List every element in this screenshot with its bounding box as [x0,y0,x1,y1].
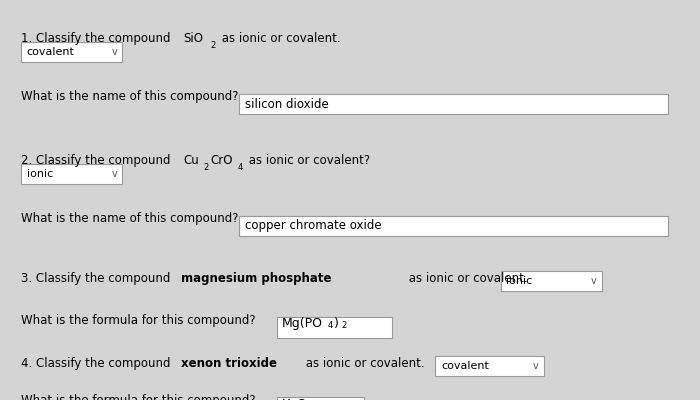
Text: Mg(PO: Mg(PO [281,317,323,330]
FancyBboxPatch shape [21,42,122,62]
FancyBboxPatch shape [500,271,602,291]
Text: SiO: SiO [183,32,204,45]
Text: What is the formula for this compound?: What is the formula for this compound? [21,314,255,327]
Text: 2: 2 [210,41,216,50]
Text: ): ) [334,317,339,330]
FancyBboxPatch shape [21,164,122,184]
Text: silicon dioxide: silicon dioxide [245,98,329,110]
Text: as ionic or covalent.: as ionic or covalent. [218,32,341,45]
Text: xenon trioxide: xenon trioxide [181,357,276,370]
Text: covalent: covalent [27,47,74,57]
Text: 2: 2 [342,321,346,330]
Text: What is the formula for this compound?: What is the formula for this compound? [21,394,255,400]
Text: 4: 4 [328,321,333,330]
Text: 3. Classify the compound: 3. Classify the compound [21,272,174,285]
Text: v: v [591,276,596,286]
Text: What is the name of this compound?: What is the name of this compound? [21,212,239,225]
Text: magnesium phosphate: magnesium phosphate [181,272,331,285]
FancyBboxPatch shape [276,397,364,400]
Text: 4. Classify the compound: 4. Classify the compound [21,357,174,370]
Text: 2: 2 [204,163,209,172]
Text: 1. Classify the compound: 1. Classify the compound [21,32,174,45]
Text: What is the name of this compound?: What is the name of this compound? [21,90,239,103]
Text: as ionic or covalent.: as ionic or covalent. [405,272,527,285]
FancyBboxPatch shape [239,94,668,114]
Text: Cu: Cu [183,154,199,167]
Text: covalent: covalent [441,361,489,371]
Text: ionic: ionic [506,276,532,286]
Text: CrO: CrO [210,154,232,167]
Text: v: v [111,47,117,57]
Text: v: v [111,169,117,179]
Text: 2. Classify the compound: 2. Classify the compound [21,154,174,167]
FancyBboxPatch shape [239,216,668,236]
Text: as ionic or covalent.: as ionic or covalent. [302,357,425,370]
FancyBboxPatch shape [435,356,544,376]
Text: copper chromate oxide: copper chromate oxide [245,220,382,232]
Text: as ionic or covalent?: as ionic or covalent? [245,154,370,167]
FancyBboxPatch shape [276,317,392,338]
Text: ionic: ionic [27,169,53,179]
Text: v: v [533,361,538,371]
Text: 4: 4 [238,163,244,172]
Text: XeO: XeO [281,398,307,400]
